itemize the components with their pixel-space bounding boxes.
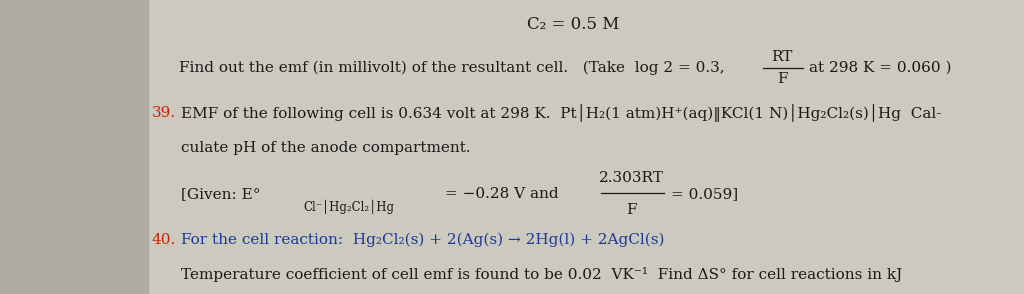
Text: = 0.059]: = 0.059] <box>671 187 738 201</box>
Text: [Given: E°: [Given: E° <box>181 187 261 201</box>
Text: F: F <box>777 72 787 86</box>
Text: = −0.28 V and: = −0.28 V and <box>445 187 559 201</box>
Text: For the cell reaction:  Hg₂Cl₂(s) + 2(Ag(s) → 2Hg(l) + 2AgCl(s): For the cell reaction: Hg₂Cl₂(s) + 2(Ag(… <box>181 233 665 247</box>
Text: 40.: 40. <box>152 233 176 247</box>
Text: at 298 K = 0.060 ): at 298 K = 0.060 ) <box>809 61 951 75</box>
Text: Find out the emf (in millivolt) of the resultant cell.   (Take  log 2 = 0.3,: Find out the emf (in millivolt) of the r… <box>179 61 725 75</box>
Bar <box>0 0 148 294</box>
Text: F: F <box>627 203 637 217</box>
Text: C₂ = 0.5 M: C₂ = 0.5 M <box>527 16 620 34</box>
Text: Cl⁻│Hg₂Cl₂│Hg: Cl⁻│Hg₂Cl₂│Hg <box>303 200 394 214</box>
Text: RT: RT <box>772 50 793 64</box>
Text: EMF of the following cell is 0.634 volt at 298 K.  Pt│H₂(1 atm)H⁺(aq)‖KCl(1 N)│H: EMF of the following cell is 0.634 volt … <box>181 104 942 122</box>
Text: culate pH of the anode compartment.: culate pH of the anode compartment. <box>181 141 471 156</box>
Text: Temperature coefficient of cell emf is found to be 0.02  VK⁻¹  Find ΔS° for cell: Temperature coefficient of cell emf is f… <box>181 267 902 283</box>
Text: 39.: 39. <box>152 106 176 120</box>
Text: 2.303RT: 2.303RT <box>599 171 665 185</box>
